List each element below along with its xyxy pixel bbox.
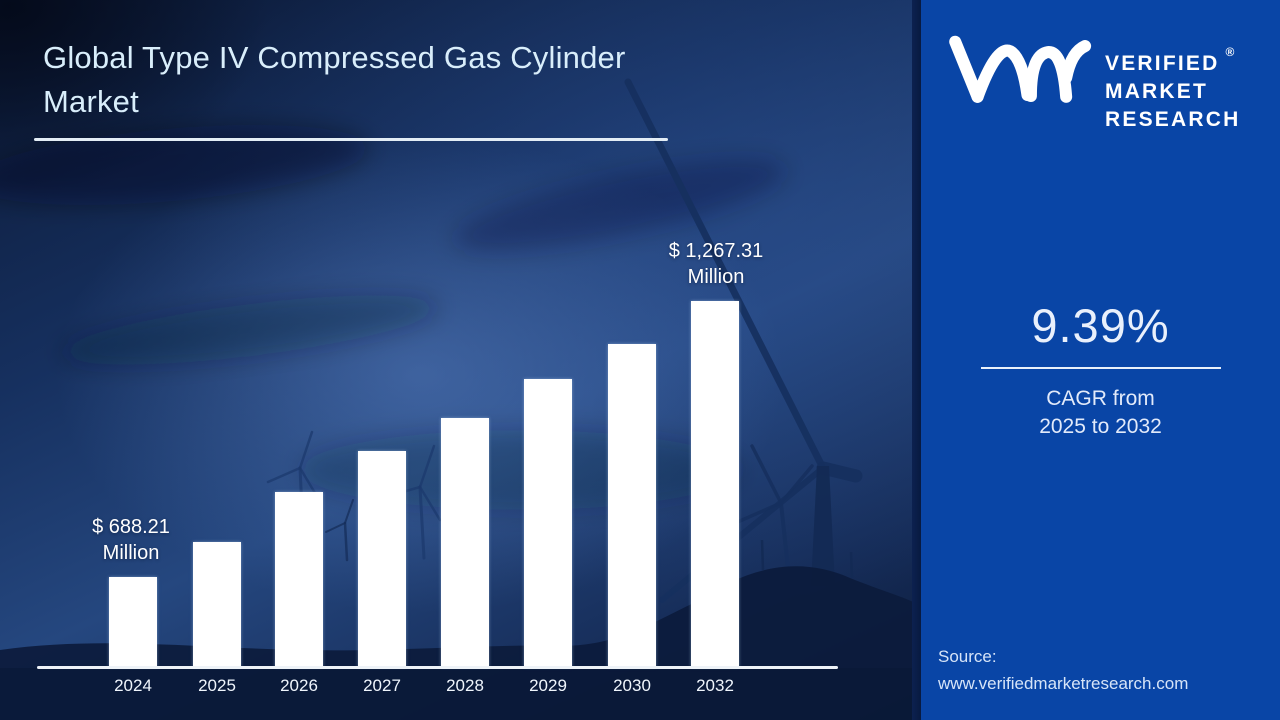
cagr-value: 9.39% — [1031, 299, 1170, 352]
x-axis-label-2027: 2027 — [363, 676, 401, 695]
registered-trademark-icon: ® — [1225, 45, 1235, 59]
last-bar-value-label: $ 1,267.31 Million — [634, 238, 798, 290]
bar-2026 — [275, 492, 323, 667]
large-turbine-icon — [624, 78, 863, 603]
vmr-logo-text: VERIFIED ® MARKET RESEARCH — [1105, 38, 1240, 134]
x-axis-label-2032: 2032 — [696, 676, 734, 695]
logo-line-verified: VERIFIED ® — [1105, 45, 1235, 75]
x-axis-line — [37, 666, 838, 669]
vmr-logo-icon — [949, 35, 1092, 103]
first-bar-unit: Million — [102, 542, 160, 564]
bar-2024 — [109, 577, 157, 667]
last-bar-unit: Million — [687, 266, 745, 288]
first-bar-value: $ 688.21 — [92, 516, 170, 538]
chart-title: Global Type IV Compressed Gas Cylinder M… — [43, 36, 743, 124]
cagr-caption-line2: 2025 to 2032 — [1039, 415, 1162, 438]
bar-2030 — [608, 344, 656, 667]
chart-title-line1: Global Type IV Compressed Gas Cylinder — [43, 40, 626, 75]
last-bar-value: $ 1,267.31 — [668, 240, 764, 262]
bar-2029 — [524, 379, 572, 667]
source-label: Source: — [938, 647, 997, 666]
chart-panel: Global Type IV Compressed Gas Cylinder M… — [0, 0, 913, 720]
vmr-logo: VERIFIED ® MARKET RESEARCH — [943, 28, 1240, 134]
chart-title-line2: Market — [43, 84, 139, 119]
bar-2028 — [441, 418, 489, 667]
bar-2025 — [193, 542, 241, 667]
brand-sidebar: VERIFIED ® MARKET RESEARCH 9.39% CAGR fro… — [921, 0, 1280, 720]
bar-2032 — [691, 301, 739, 667]
cagr-caption-line1: CAGR from — [1046, 387, 1155, 410]
logo-line-research: RESEARCH — [1105, 108, 1241, 131]
cagr-block: 9.39% CAGR from 2025 to 2032 — [921, 298, 1280, 441]
bar-2027 — [358, 451, 406, 667]
cagr-underline — [980, 367, 1221, 369]
tiny-turbine-icon — [325, 499, 354, 562]
first-bar-value-label: $ 688.21 Million — [66, 514, 196, 566]
title-underline — [34, 138, 668, 141]
panel-divider — [912, 0, 921, 720]
source-block: Source: www.verifiedmarketresearch.com — [938, 643, 1188, 697]
x-axis-label-2026: 2026 — [280, 676, 318, 695]
x-axis-label-2024: 2024 — [114, 676, 152, 695]
x-axis-label-2029: 2029 — [529, 676, 567, 695]
source-url: www.verifiedmarketresearch.com — [938, 674, 1189, 693]
x-axis-label-2025: 2025 — [198, 676, 236, 695]
x-axis-label-2028: 2028 — [446, 676, 484, 695]
x-axis-label-2030: 2030 — [613, 676, 651, 695]
logo-line-market: MARKET — [1105, 80, 1209, 103]
